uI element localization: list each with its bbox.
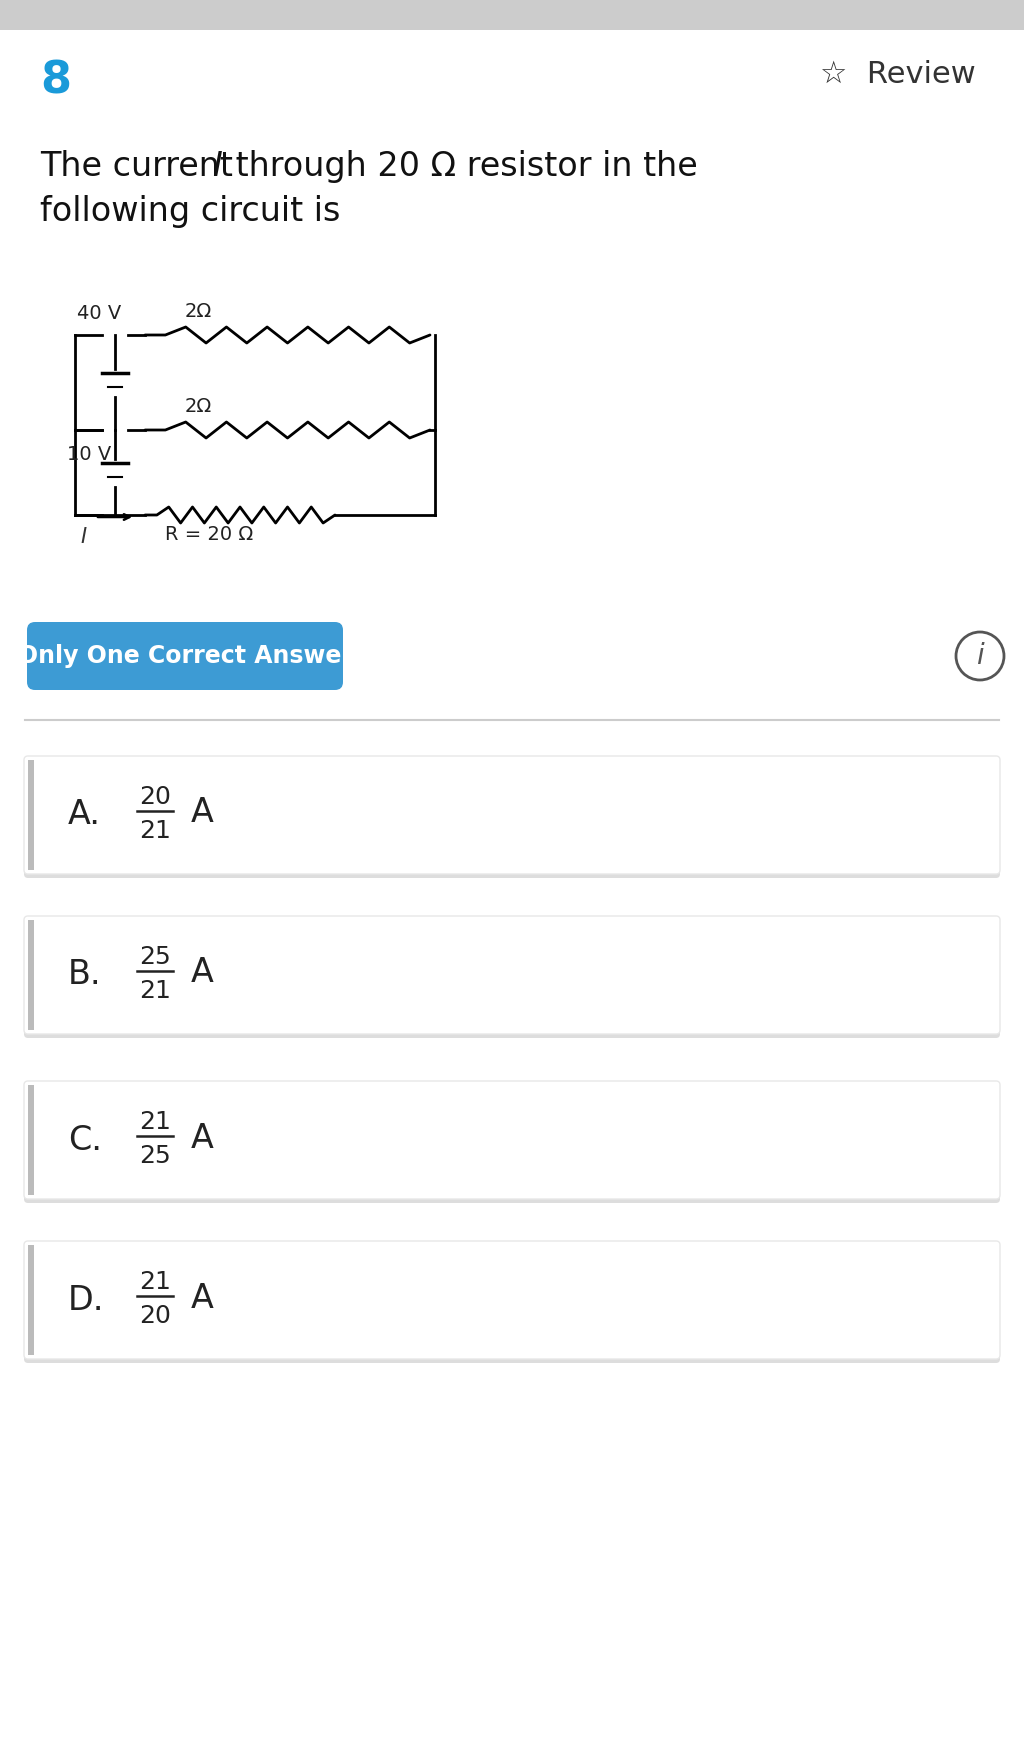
FancyBboxPatch shape (24, 1082, 1000, 1199)
Text: i: i (976, 642, 984, 670)
Text: I: I (80, 527, 86, 548)
Text: Only One Correct Answer: Only One Correct Answer (17, 644, 352, 668)
FancyBboxPatch shape (27, 621, 343, 690)
Text: 25: 25 (139, 1144, 171, 1167)
Text: I: I (212, 150, 222, 184)
Bar (28, 920, 34, 1031)
Text: 20: 20 (139, 1304, 171, 1328)
Text: 40 V: 40 V (77, 304, 121, 324)
FancyBboxPatch shape (24, 1244, 1000, 1363)
Text: D.: D. (68, 1283, 104, 1316)
Text: following circuit is: following circuit is (40, 194, 340, 228)
Text: through 20 Ω resistor in the: through 20 Ω resistor in the (225, 150, 697, 184)
Text: A: A (191, 1281, 214, 1314)
Text: 10 V: 10 V (67, 444, 112, 464)
FancyBboxPatch shape (24, 920, 1000, 1038)
Text: 25: 25 (139, 945, 171, 970)
Text: 21: 21 (139, 1110, 171, 1134)
Text: 2Ω: 2Ω (185, 397, 212, 416)
Text: The current: The current (40, 150, 244, 184)
Bar (28, 1085, 34, 1195)
Text: 20: 20 (139, 786, 171, 808)
FancyBboxPatch shape (24, 760, 1000, 878)
Text: A: A (191, 796, 214, 829)
Text: ☆  Review: ☆ Review (820, 60, 976, 89)
FancyBboxPatch shape (24, 756, 1000, 873)
Text: C.: C. (68, 1124, 102, 1157)
Bar (28, 760, 34, 870)
Text: 21: 21 (139, 1270, 171, 1293)
FancyBboxPatch shape (24, 915, 1000, 1034)
FancyBboxPatch shape (24, 1241, 1000, 1360)
Text: A: A (191, 1122, 214, 1155)
FancyBboxPatch shape (24, 1085, 1000, 1202)
Text: 2Ω: 2Ω (185, 303, 212, 320)
Text: B.: B. (68, 959, 101, 992)
Text: 21: 21 (139, 819, 171, 843)
Text: R = 20 Ω: R = 20 Ω (165, 525, 253, 544)
Text: 21: 21 (139, 978, 171, 1003)
Text: 8: 8 (40, 60, 71, 103)
Bar (0, 0, 1024, 30)
Text: A.: A. (68, 798, 101, 831)
Text: A: A (191, 957, 214, 989)
Bar (28, 1244, 34, 1354)
